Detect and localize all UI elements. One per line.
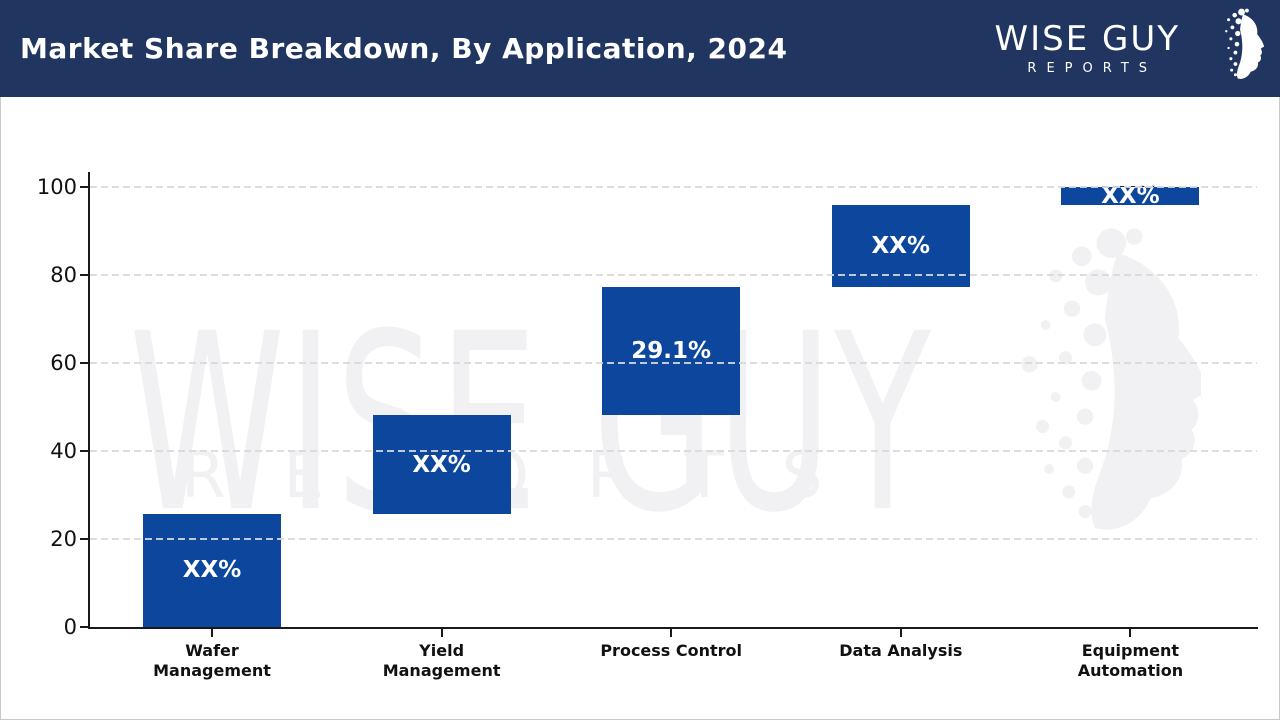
chart-plot-area: 0 20 40 60 80 100 Wafer Management Yield Manage… [1, 97, 1279, 719]
gridline-80 [90, 274, 1257, 276]
x-axis-tick [440, 629, 443, 637]
report-header: Market Share Breakdown, By Application, … [0, 0, 1280, 97]
brand-name: WISE GUY [994, 19, 1180, 59]
x-axis-label: Yield Management [382, 641, 501, 680]
x-axis-label: Equipment Automation [1077, 641, 1184, 680]
bar-value-label: XX% [412, 451, 471, 478]
y-axis-label: 80 [50, 263, 77, 287]
x-axis-tick [670, 629, 673, 637]
bar-value-label: XX% [1101, 187, 1160, 206]
bar-yield-management: XX% [372, 415, 511, 514]
y-axis-tick-80 [80, 274, 88, 276]
gridline-60 [90, 362, 1257, 364]
bar-data-analysis: XX% [831, 205, 970, 288]
y-axis-label: 100 [36, 175, 77, 199]
y-axis-tick-100 [80, 186, 88, 188]
y-axis-tick-40 [80, 450, 88, 452]
y-axis-tick-20 [80, 538, 88, 540]
bar-value-label: XX% [871, 233, 931, 260]
y-axis-label: 60 [50, 351, 77, 375]
x-axis-tick [211, 629, 213, 637]
x-axis-label: Wafer Management [153, 641, 271, 680]
chart-panel: WISE GUY REPORTS 0 20 40 60 80 100 Wafer Manag… [0, 97, 1280, 720]
gridline-40 [90, 450, 1257, 452]
gridline-20 [90, 538, 1257, 540]
brand-logo: WISE GUY REPORTS [994, 6, 1266, 90]
x-axis-label: Process Control [600, 641, 743, 660]
y-axis-line [88, 172, 90, 629]
gridline-100 [90, 186, 1257, 188]
y-axis-label: 0 [63, 615, 77, 639]
logo-head-icon [1225, 8, 1265, 79]
brand-logo-text: WISE GUY REPORTS [994, 19, 1180, 77]
y-axis-label: 20 [50, 527, 77, 551]
bar-value-label: 29.1% [631, 338, 712, 365]
y-axis-label: 40 [50, 439, 77, 463]
y-axis-tick-60 [80, 362, 88, 364]
brand-subtitle: REPORTS [1027, 61, 1158, 76]
page-title: Market Share Breakdown, By Application, … [20, 32, 788, 65]
bar-wafer-management: XX% [143, 513, 281, 627]
bar-equipment-automation: XX% [1061, 187, 1200, 206]
bar-process-control: 29.1% [602, 287, 741, 416]
x-axis-line [88, 627, 1258, 629]
x-axis-label: Data Analysis [839, 641, 963, 660]
bar-value-label: XX% [182, 557, 242, 584]
x-axis-tick [899, 629, 902, 637]
y-axis-tick-0 [80, 626, 88, 628]
x-axis-tick [1129, 629, 1132, 637]
